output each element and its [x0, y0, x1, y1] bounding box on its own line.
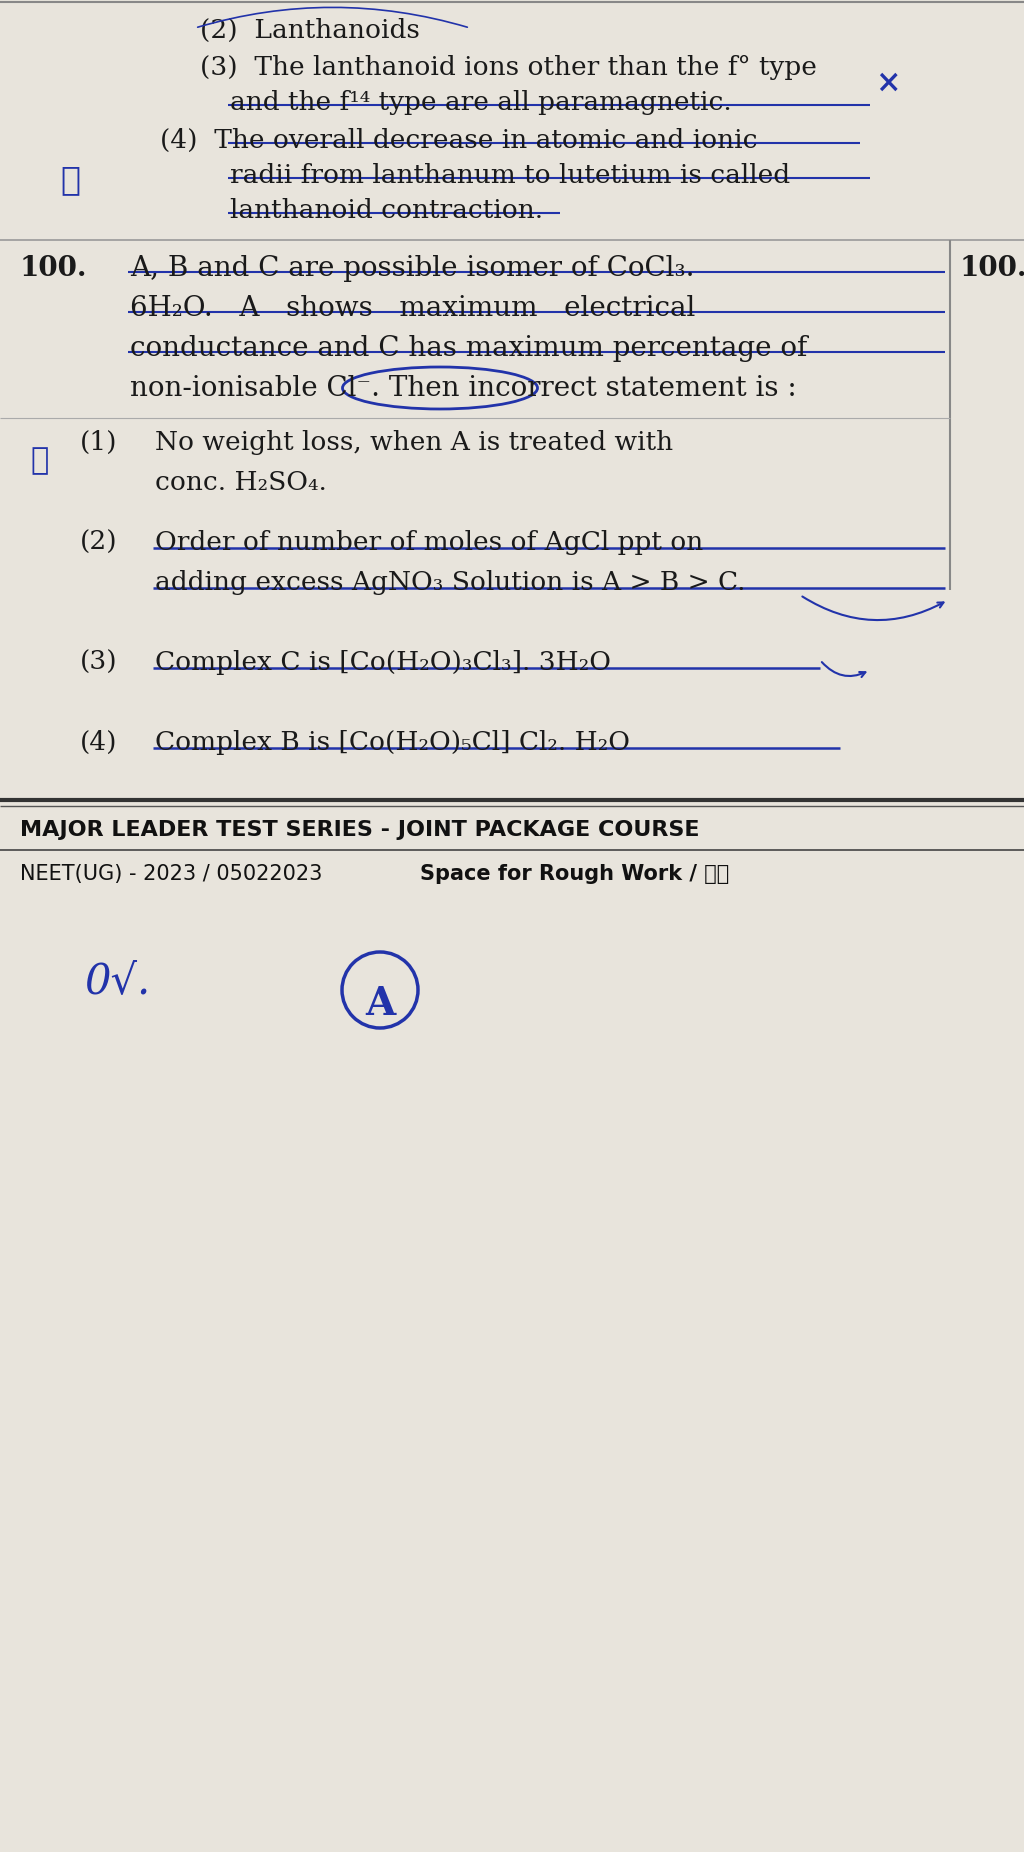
Text: (1): (1)	[80, 430, 118, 456]
Text: radii from lanthanum to lutetium is called: radii from lanthanum to lutetium is call…	[230, 163, 791, 189]
Text: MAJOR LEADER TEST SERIES - JOINT PACKAGE COURSE: MAJOR LEADER TEST SERIES - JOINT PACKAGE…	[20, 820, 699, 841]
Text: NEET(UG) - 2023 / 05022023: NEET(UG) - 2023 / 05022023	[20, 865, 323, 883]
Text: non-ionisable Cl⁻. Then incorrect statement is :: non-ionisable Cl⁻. Then incorrect statem…	[130, 374, 797, 402]
Text: adding excess AgNO₃ Solution is A > B > C.: adding excess AgNO₃ Solution is A > B > …	[155, 570, 745, 594]
Text: (4): (4)	[80, 730, 118, 756]
Text: No weight loss, when A is treated with: No weight loss, when A is treated with	[155, 430, 673, 456]
Text: conc. H₂SO₄.: conc. H₂SO₄.	[155, 470, 327, 494]
Text: 100.: 100.	[961, 256, 1024, 282]
Text: A, B and C are possible isomer of CoCl₃.: A, B and C are possible isomer of CoCl₃.	[130, 256, 694, 282]
Text: 6H₂O.   A   shows   maximum   electrical: 6H₂O. A shows maximum electrical	[130, 294, 695, 322]
Text: A: A	[365, 985, 395, 1022]
Text: conductance and C has maximum percentage of: conductance and C has maximum percentage…	[130, 335, 807, 361]
Text: 0√.: 0√.	[85, 959, 152, 1002]
Text: (4)  The overall decrease in atomic and ionic: (4) The overall decrease in atomic and i…	[160, 128, 758, 154]
Text: ✓: ✓	[60, 163, 80, 196]
Text: lanthanoid contraction.: lanthanoid contraction.	[230, 198, 543, 222]
Text: Complex B is [Co(H₂O)₅Cl] Cl₂. H₂O: Complex B is [Co(H₂O)₅Cl] Cl₂. H₂O	[155, 730, 630, 756]
Text: (2)  Lanthanoids: (2) Lanthanoids	[200, 19, 420, 43]
Text: Complex C is [Co(H₂O)₃Cl₃]. 3H₂O: Complex C is [Co(H₂O)₃Cl₃]. 3H₂O	[155, 650, 611, 674]
Text: (3)  The lanthanoid ions other than the f° type: (3) The lanthanoid ions other than the f…	[200, 56, 817, 80]
Text: Space for Rough Work / रफ: Space for Rough Work / रफ	[420, 865, 729, 883]
Text: Order of number of moles of AgCl ppt on: Order of number of moles of AgCl ppt on	[155, 530, 703, 556]
Text: ×: ×	[874, 69, 900, 98]
Text: (2): (2)	[80, 530, 118, 556]
Text: and the f¹⁴ type are all paramagnetic.: and the f¹⁴ type are all paramagnetic.	[230, 91, 732, 115]
Text: 100.: 100.	[20, 256, 87, 282]
Text: ✓: ✓	[30, 444, 48, 476]
Text: (3): (3)	[80, 650, 118, 674]
